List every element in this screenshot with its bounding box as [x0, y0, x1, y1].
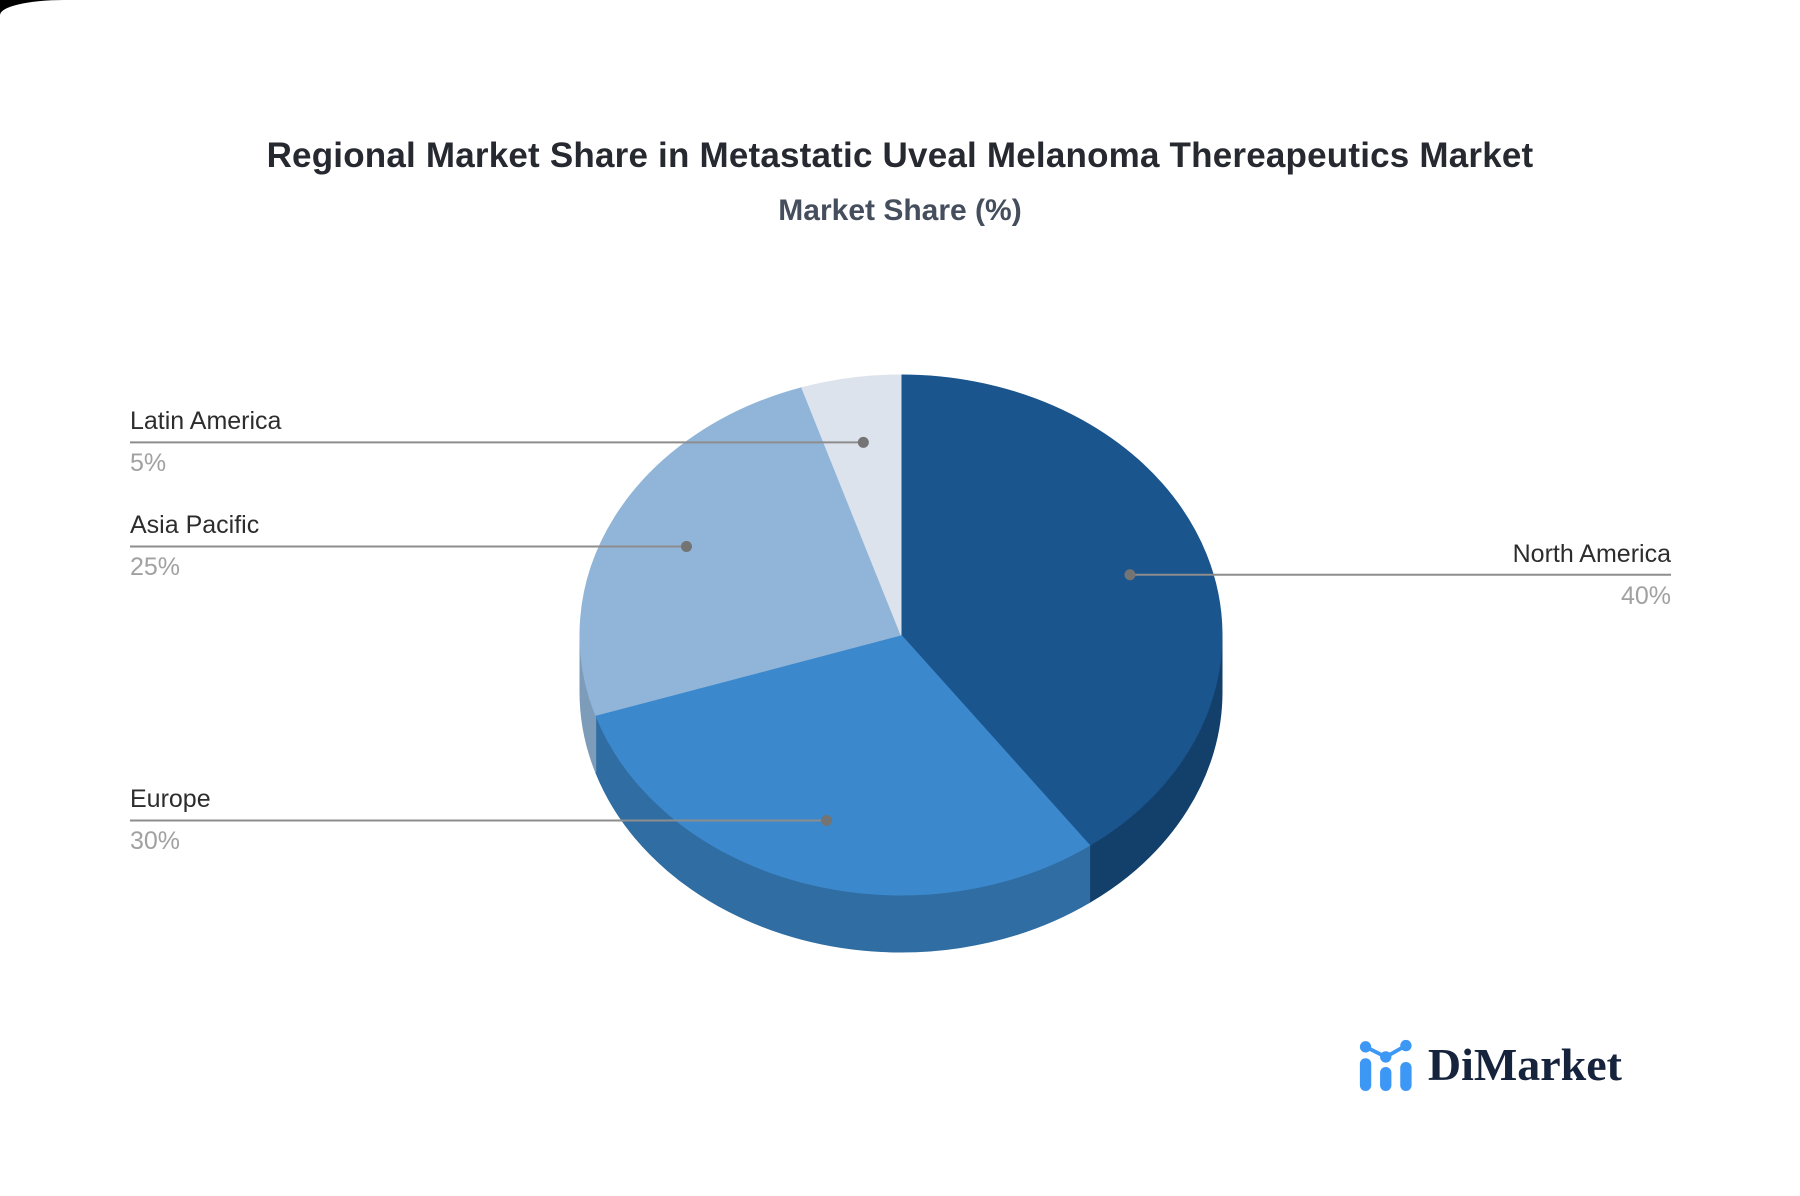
brand-logo: DiMarket [1358, 1038, 1622, 1091]
chart-subtitle: Market Share (%) [778, 194, 1022, 227]
slice-name: Europe [130, 785, 211, 814]
chart-title: Regional Market Share in Metastatic Uvea… [266, 136, 1534, 175]
slice-name: Latin America [130, 407, 282, 436]
slice-name: North America [1512, 539, 1671, 568]
callout-latin-america: Latin America 5% [130, 408, 281, 476]
callout-north-america: North America 40% [1513, 541, 1671, 609]
slice-value: 25% [130, 553, 181, 582]
slice-name: Asia Pacific [130, 511, 260, 540]
bar-line-chart-icon [1359, 1039, 1412, 1091]
rounded-corner-artifact [0, 0, 64, 15]
brand-name: DiMarket [1427, 1038, 1622, 1090]
slice-value: 5% [130, 449, 167, 478]
callout-europe: Europe 30% [130, 786, 211, 854]
slice-value: 40% [1620, 581, 1671, 610]
callout-asia-pacific: Asia Pacific 25% [130, 512, 259, 580]
slice-value: 30% [130, 827, 181, 856]
